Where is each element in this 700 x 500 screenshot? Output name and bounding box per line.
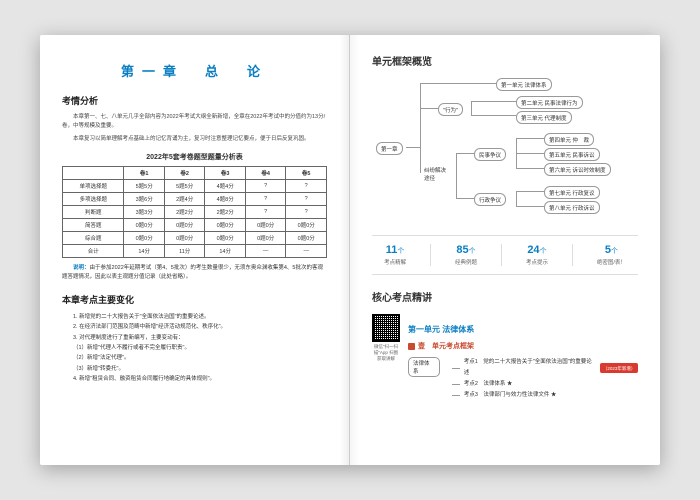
- tree-node: 第六单元 诉讼时效制度: [544, 163, 611, 176]
- framework-title: 单元框架概览: [372, 53, 638, 68]
- book-spread: 第一章 总 论 考情分析 本章第一、七、八单元几乎全部内容为2022年考试大纲全…: [40, 35, 660, 465]
- core-points-title: 核心考点精讲: [372, 289, 638, 304]
- stat-item: 11个考点精解: [384, 244, 406, 266]
- change-item: （1）新增"代理人不履行或者不完全履行职责"。: [73, 343, 327, 353]
- table-row: 合计14分11分14分——: [63, 245, 327, 258]
- changes-list: 1. 新增党的二十大报告关于"全面依法治国"的重要论述。2. 在经济法部门范围及…: [62, 312, 327, 385]
- table-row: 综合题0题0分0题0分0题0分0题0分0题0分: [63, 232, 327, 245]
- change-item: （3）新增"转委托"。: [73, 364, 327, 374]
- stats-row: 11个考点精解 85个经典例题 24个考点提示 5个绝密图/表！: [372, 235, 638, 275]
- section-heading-changes: 本章考点主要变化: [62, 293, 327, 306]
- change-item: 2. 在经济法部门范围及范畴中新增"经济活动规范化、秩序化"。: [73, 322, 327, 332]
- table-header: 卷3: [205, 167, 246, 180]
- qr-caption: 微信"扫一扫描"App 扫图获取讲解: [372, 344, 400, 362]
- tree-node: 第三单元 代理制度: [516, 111, 572, 124]
- right-page: 单元框架概览 第一章 第一单元 法律体系 "行为" 第二单元 民事法律行为 第三…: [350, 35, 660, 465]
- table-header: [63, 167, 124, 180]
- intro-para-1: 本章第一、七、八单元几乎全部内容为2022年考试大纲全新新增，全章在2022年考…: [62, 113, 327, 132]
- chapter-title: 第一章 总 论: [62, 61, 327, 80]
- table-row: 简答题0题0分0题0分0题0分0题0分0题0分: [63, 219, 327, 232]
- table-header: 卷4: [245, 167, 286, 180]
- table-header: 卷5: [286, 167, 327, 180]
- tree-root: 第一章: [376, 142, 403, 155]
- unit-tree-diagram: 第一章 第一单元 法律体系 "行为" 第二单元 民事法律行为 第三单元 代理制度…: [376, 78, 638, 223]
- table-row: 判断题3题3分2题2分2题2分??: [63, 206, 327, 219]
- qr-code-icon: [372, 314, 400, 342]
- table-header: 卷2: [164, 167, 205, 180]
- analysis-table: 卷1卷2卷3卷4卷5 单项选择题5题5分5题5分4题4分??多项选择题3题6分2…: [62, 166, 327, 258]
- change-item: 3. 对代理制度进行了重新编写，主要变动有：: [73, 333, 327, 343]
- stat-item: 5个绝密图/表！: [597, 244, 626, 266]
- tree-label: 纠纷解决途径: [424, 166, 446, 182]
- tree-node: 第四单元 仲 裁: [544, 133, 594, 146]
- stat-item: 85个经典例题: [455, 244, 477, 266]
- tree-node: 第五单元 民事诉讼: [544, 148, 600, 161]
- section-heading-analysis: 考情分析: [62, 94, 327, 107]
- table-row: 单项选择题5题5分5题5分4题4分??: [63, 180, 327, 193]
- topic-box: 法律体系: [408, 357, 440, 377]
- qr-section: 微信"扫一扫描"App 扫图获取讲解 第一单元 法律体系 壹 单元考点框架 法律…: [372, 314, 638, 401]
- table-title: 2022年5套考卷题型题量分析表: [62, 152, 327, 162]
- qr-block: 微信"扫一扫描"App 扫图获取讲解: [372, 314, 400, 362]
- unit-heading: 第一单元 法律体系: [408, 324, 638, 335]
- tree-node: "行为": [438, 103, 463, 116]
- left-page: 第一章 总 论 考情分析 本章第一、七、八单元几乎全部内容为2022年考试大纲全…: [40, 35, 350, 465]
- table-note: 说明：由于参加2022年延期考试（第4、5批次）的考生数量很少，无须东奥众渊收集…: [62, 264, 327, 283]
- tree-node: 第八单元 行政诉讼: [544, 201, 600, 214]
- change-item: 1. 新增党的二十大报告关于"全面依法治国"的重要论述。: [73, 312, 327, 322]
- table-header: 卷1: [124, 167, 165, 180]
- new-tag: （2023年新增）: [600, 363, 638, 373]
- square-icon: [408, 343, 415, 350]
- change-item: （2）新增"法定代理"。: [73, 353, 327, 363]
- table-row: 多项选择题3题6分2题4分4题8分??: [63, 193, 327, 206]
- intro-para-2: 本章复习以简单理解考点基础上的记忆背诵为主，复习时注意整理记忆要点，便于日后反复…: [62, 135, 327, 144]
- tree-node: 行政争议: [474, 193, 506, 206]
- tree-node: 第七单元 行政复议: [544, 186, 600, 199]
- tree-node: 第二单元 民事法律行为: [516, 96, 583, 109]
- stat-item: 24个考点提示: [526, 244, 548, 266]
- tree-node: 第一单元 法律体系: [496, 78, 552, 91]
- tree-node: 民事争议: [474, 148, 506, 161]
- change-item: 4. 新增"租赁合同、融资租赁合同履行地确定的具体规则"。: [73, 374, 327, 384]
- keypoint-list: 考点1 党的二十大报告关于"全面依法治国"的重要论述（2023年新增） 考点2 …: [452, 357, 638, 401]
- sub-unit-heading: 壹 单元考点框架: [408, 341, 638, 351]
